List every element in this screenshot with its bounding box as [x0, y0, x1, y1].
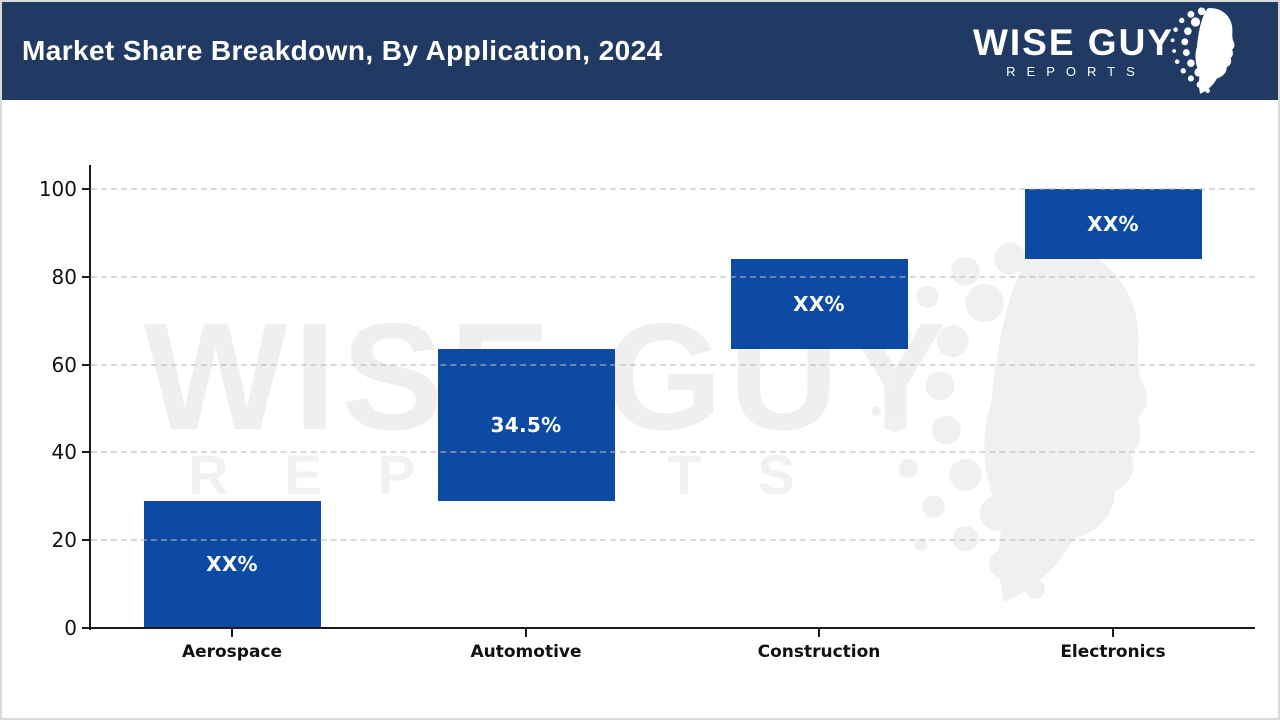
gridline-20 — [91, 539, 1255, 542]
brand-logo-wiseguy: WISE GUY — [972, 21, 1174, 63]
y-tickmark-40 — [82, 451, 91, 454]
y-tick-label-20: 20 — [51, 528, 77, 553]
x-tickmark-electronics — [1112, 629, 1114, 637]
y-tickmark-0 — [82, 627, 91, 629]
brand-logo-text: WISE GUY REPORTS — [973, 24, 1174, 79]
watermark-dotted-head-icon — [871, 242, 1147, 603]
bar-value-label: XX% — [793, 292, 845, 317]
bar-construction: XX% — [730, 259, 908, 350]
x-category-label-electronics: Electronics — [1060, 642, 1166, 662]
x-category-label-aerospace: Aerospace — [181, 642, 283, 662]
bar-electronics: XX% — [1024, 189, 1202, 260]
brand-logo: WISE GUY REPORTS — [973, 5, 1252, 97]
y-tick-label-80: 80 — [51, 264, 77, 289]
y-tick-label-0: 0 — [64, 616, 77, 640]
x-category-label-automotive: Automotive — [470, 642, 582, 662]
chart-title: Market Share Breakdown, By Application, … — [22, 35, 663, 66]
y-tick-label-60: 60 — [51, 352, 77, 377]
y-tick-label-100: 100 — [38, 177, 77, 201]
bar-automotive: 34.5% — [437, 349, 615, 501]
y-tick-label-40: 40 — [51, 440, 77, 465]
bar-value-label: 34.5% — [490, 412, 562, 437]
gridline-100 — [91, 188, 1255, 190]
y-tickmark-100 — [82, 188, 91, 190]
y-tickmark-60 — [82, 363, 91, 366]
gridline-40 — [91, 451, 1255, 454]
header-bar: Market Share Breakdown, By Application, … — [2, 2, 1278, 100]
y-axis-line — [89, 165, 91, 630]
gridline-60 — [91, 363, 1255, 366]
x-category-label-construction: Construction — [757, 642, 881, 662]
brand-logo-head-icon — [1170, 7, 1235, 94]
gridline-80 — [91, 275, 1255, 278]
bar-value-label: XX% — [1087, 212, 1139, 237]
bar-value-label: XX% — [206, 552, 258, 577]
y-tickmark-80 — [82, 275, 91, 278]
x-axis-line — [89, 627, 1255, 629]
brand-logo-reports: REPORTS — [1006, 63, 1146, 79]
x-tickmark-aerospace — [231, 629, 233, 637]
x-tickmark-automotive — [525, 629, 527, 637]
y-tickmark-20 — [82, 539, 91, 542]
bar-aerospace: XX% — [143, 500, 321, 628]
x-tickmark-construction — [818, 629, 820, 637]
